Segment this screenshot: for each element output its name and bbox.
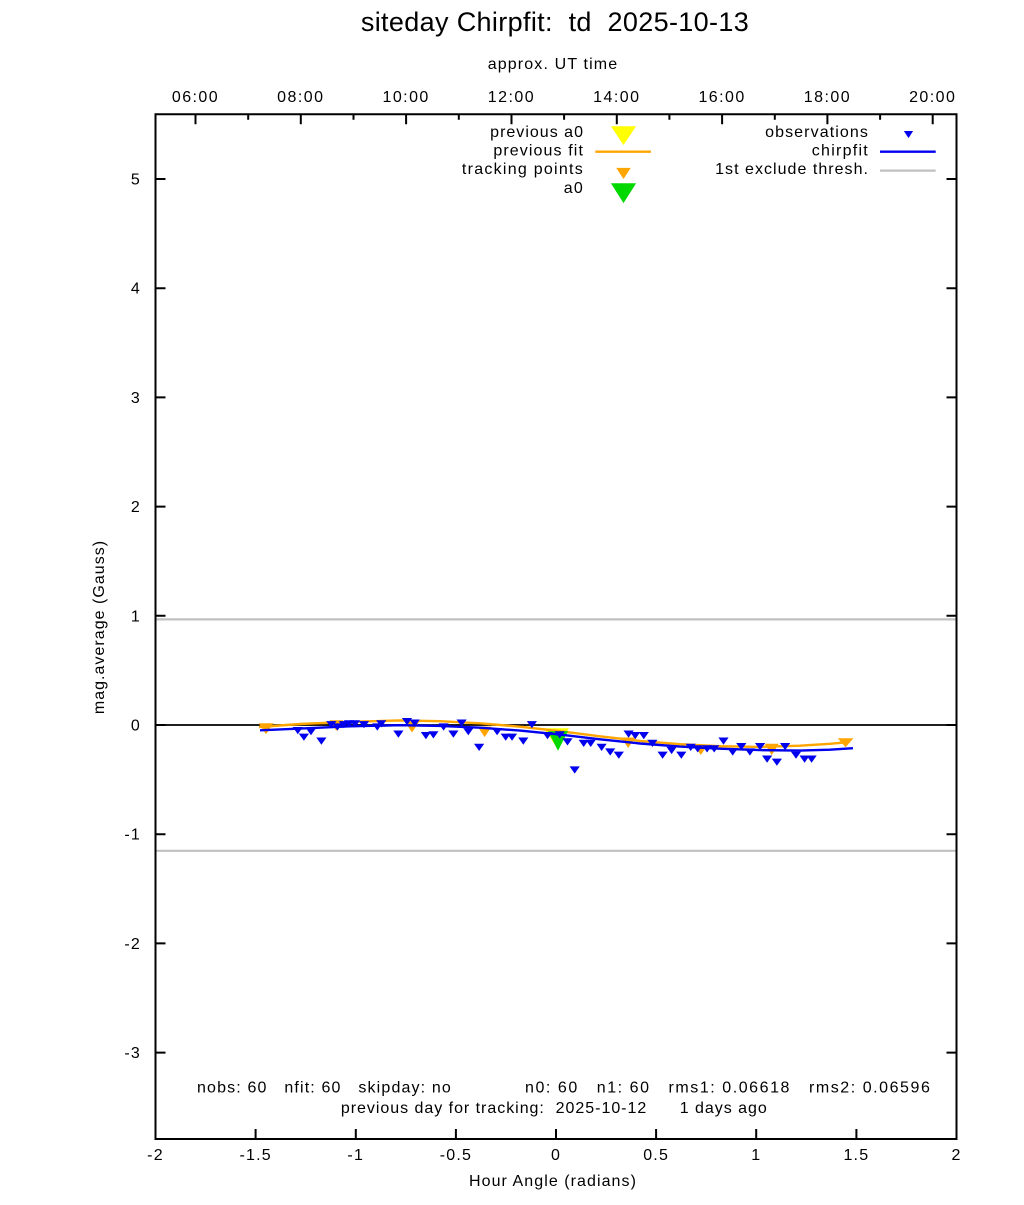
svg-text:n0: 60 n1: 60 rms1: 0.0661: n0: 60 n1: 60 rms1: 0.06618 rms2: 0.0659… <box>525 1080 931 1097</box>
svg-text:20:00: 20:00 <box>909 89 956 106</box>
svg-text:18:00: 18:00 <box>804 89 851 106</box>
svg-text:Hour Angle (radians): Hour Angle (radians) <box>469 1173 637 1190</box>
svg-text:approx. UT time: approx. UT time <box>488 56 619 73</box>
svg-text:4: 4 <box>131 281 141 298</box>
svg-text:previous a0: previous a0 <box>490 124 584 141</box>
svg-text:-1.5: -1.5 <box>239 1147 271 1164</box>
svg-text:08:00: 08:00 <box>277 89 324 106</box>
svg-text:-2: -2 <box>124 936 141 953</box>
svg-text:previous fit: previous fit <box>493 143 584 160</box>
svg-text:1.5: 1.5 <box>843 1147 869 1164</box>
svg-text:mag.average (Gauss): mag.average (Gauss) <box>91 540 108 714</box>
svg-text:siteday Chirpfit: td 2025-10: siteday Chirpfit: td 2025-10-13 <box>361 7 749 37</box>
svg-text:2: 2 <box>951 1147 961 1164</box>
svg-text:tracking points: tracking points <box>462 161 584 178</box>
svg-text:-0.5: -0.5 <box>440 1147 472 1164</box>
svg-text:16:00: 16:00 <box>698 89 745 106</box>
svg-text:06:00: 06:00 <box>172 89 219 106</box>
svg-text:10:00: 10:00 <box>382 89 429 106</box>
svg-text:5: 5 <box>131 172 141 189</box>
svg-text:-1: -1 <box>347 1147 364 1164</box>
svg-text:0: 0 <box>551 1147 561 1164</box>
svg-text:1: 1 <box>131 608 141 625</box>
svg-text:nobs: 60 nfit: 60 skipday:: nobs: 60 nfit: 60 skipday: no <box>197 1080 452 1097</box>
svg-text:14:00: 14:00 <box>593 89 640 106</box>
svg-text:0: 0 <box>131 718 141 735</box>
svg-text:previous day for tracking: 20: previous day for tracking: 2025-10-12 1 … <box>341 1100 768 1117</box>
svg-text:a0: a0 <box>564 180 584 197</box>
svg-text:-2: -2 <box>147 1147 164 1164</box>
svg-text:3: 3 <box>131 390 141 407</box>
svg-text:-3: -3 <box>124 1045 141 1062</box>
svg-text:12:00: 12:00 <box>488 89 535 106</box>
svg-text:observations: observations <box>765 124 869 141</box>
svg-text:1st exclude thresh.: 1st exclude thresh. <box>715 161 869 178</box>
svg-text:2: 2 <box>131 499 141 516</box>
svg-text:-1: -1 <box>124 827 141 844</box>
svg-text:chirpfit: chirpfit <box>812 143 869 160</box>
svg-text:1: 1 <box>751 1147 761 1164</box>
svg-text:0.5: 0.5 <box>643 1147 669 1164</box>
